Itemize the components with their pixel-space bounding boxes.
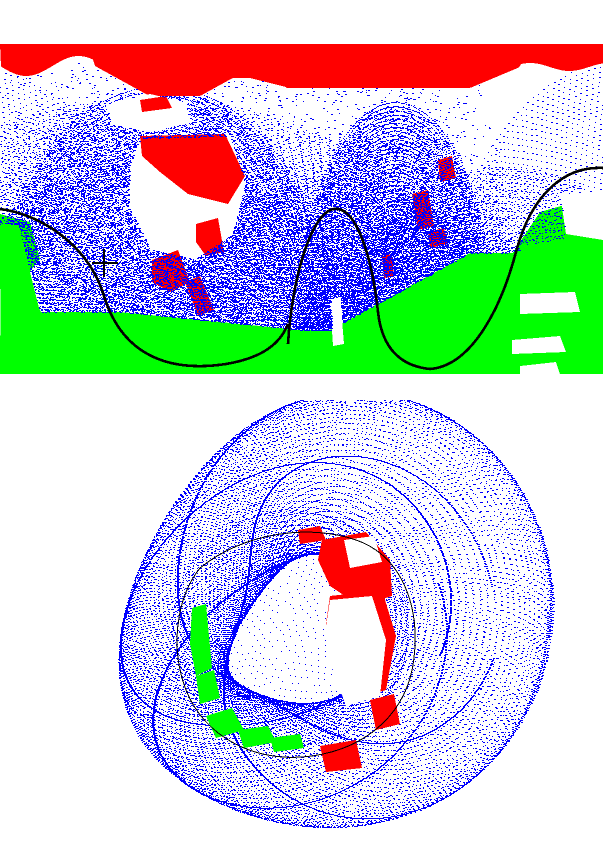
open-flux-hole-8: [330, 296, 344, 346]
separatrix-centre: [286, 207, 431, 371]
red-patch-1: [196, 218, 224, 256]
green-band-fill: [0, 224, 603, 374]
map-projection-panel: [0, 44, 603, 374]
open-flux-white-regions: [326, 536, 386, 706]
green-patch-4: [270, 734, 304, 752]
field-line-dot-texture: [0, 63, 603, 331]
open-flux-hole-4: [560, 190, 603, 240]
red-patch-2: [370, 694, 400, 730]
null-point-cross-marker: [92, 249, 118, 277]
green-patch-1: [196, 670, 220, 704]
polar-cap-red-region: [0, 44, 603, 96]
separatrix-left: [0, 207, 290, 368]
open-flux-hole-5: [520, 292, 580, 314]
separatrix-curves: [0, 166, 603, 371]
open-flux-hole-0: [326, 596, 386, 706]
open-flux-hole-3: [205, 202, 230, 224]
three-d-flux-surface-panel: [0, 400, 603, 845]
green-footpoint-patch: [190, 604, 304, 752]
open-flux-hole-7: [520, 362, 560, 374]
red-patch-4: [298, 526, 326, 544]
red-patch-0: [140, 134, 245, 204]
green-patch-3: [238, 726, 276, 748]
flux-surface-canvas: [0, 400, 603, 845]
open-flux-hole-6: [512, 336, 566, 354]
open-flux-hole-1: [344, 536, 382, 568]
map-projection-canvas: [0, 44, 603, 374]
sphere-limb: [176, 531, 416, 758]
red-patch-3: [320, 740, 362, 772]
separatrix-right: [429, 166, 603, 371]
red-patch-8: [140, 96, 172, 112]
sphere-outline: [176, 531, 416, 758]
green-patch-0: [190, 604, 212, 676]
red-cap-fill: [0, 44, 603, 96]
